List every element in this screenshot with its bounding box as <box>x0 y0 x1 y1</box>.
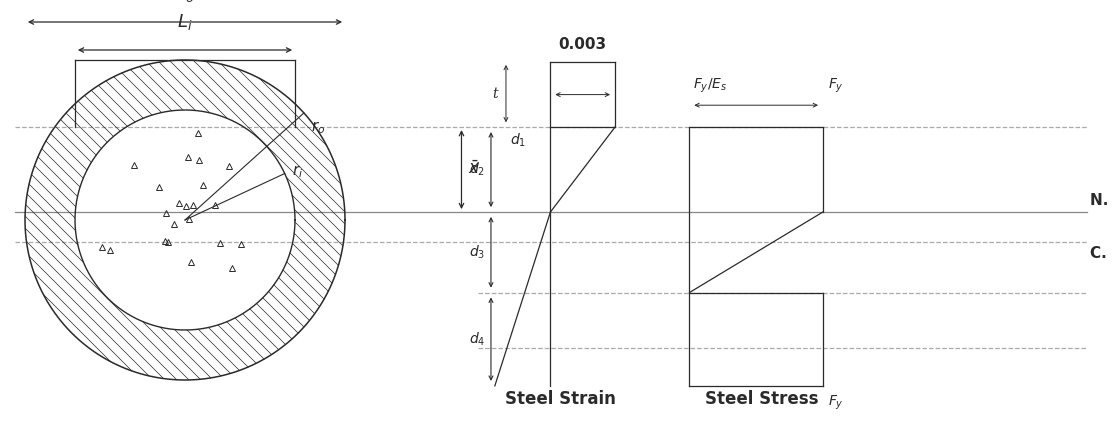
Text: t: t <box>493 86 498 100</box>
Text: Steel Strain: Steel Strain <box>505 390 616 408</box>
Text: $L_o$: $L_o$ <box>176 0 195 4</box>
Text: Steel Stress: Steel Stress <box>705 390 818 408</box>
Text: $d_1$: $d_1$ <box>510 131 526 148</box>
Text: $F_y$: $F_y$ <box>827 77 844 95</box>
Text: $d_2$: $d_2$ <box>469 161 485 179</box>
Text: $F_y/E_s$: $F_y/E_s$ <box>694 77 728 95</box>
Text: $r_o$: $r_o$ <box>311 119 325 136</box>
Text: $F_y$: $F_y$ <box>827 394 844 412</box>
Text: $r_i$: $r_i$ <box>291 163 302 180</box>
Text: $\bar{x}$: $\bar{x}$ <box>468 161 480 179</box>
Text: $d_4$: $d_4$ <box>468 330 485 348</box>
Text: N. A.: N. A. <box>1090 193 1112 208</box>
Text: $L_i$: $L_i$ <box>177 12 192 32</box>
Text: C. L.: C. L. <box>1090 245 1112 261</box>
Text: 0.003: 0.003 <box>558 37 607 52</box>
Text: $d_3$: $d_3$ <box>469 243 485 261</box>
